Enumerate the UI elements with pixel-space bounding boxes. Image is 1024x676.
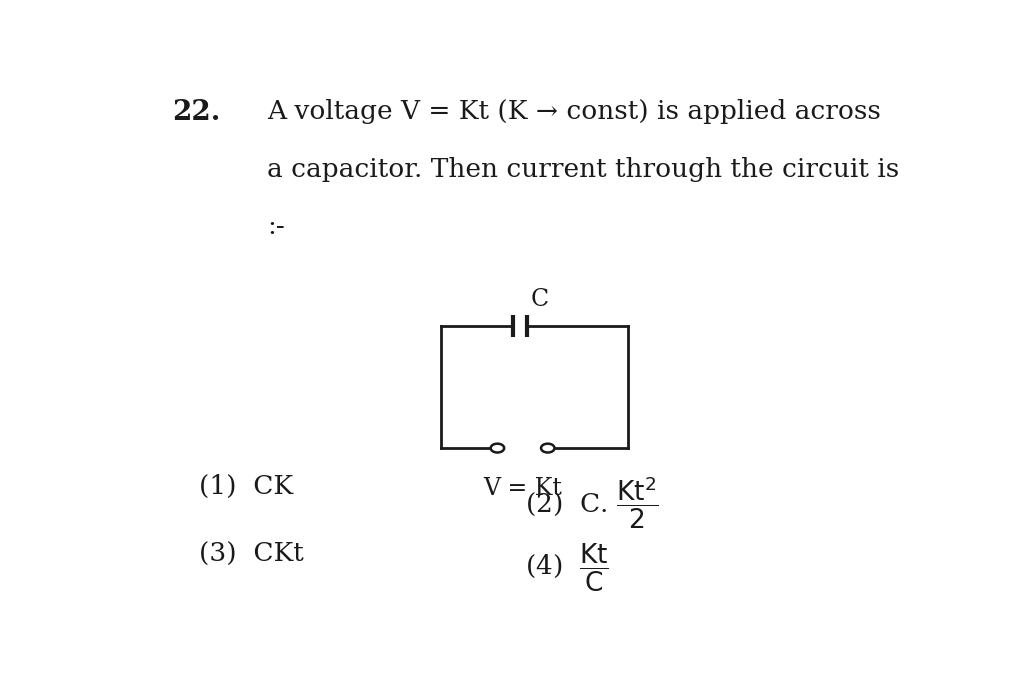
Text: (1)  CK: (1) CK [200,474,294,499]
Text: C: C [530,288,549,311]
Text: a capacitor. Then current through the circuit is: a capacitor. Then current through the ci… [267,157,899,182]
Text: (3)  CKt: (3) CKt [200,541,304,566]
Text: 22.: 22. [172,99,220,126]
Text: A voltage V = Kt (K → const) is applied across: A voltage V = Kt (K → const) is applied … [267,99,881,124]
Text: :-: :- [267,214,285,239]
Text: V = Kt: V = Kt [483,477,562,500]
Text: (4)  $\dfrac{\mathrm{Kt}}{\mathrm{C}}$: (4) $\dfrac{\mathrm{Kt}}{\mathrm{C}}$ [524,541,608,594]
Circle shape [490,443,504,452]
Circle shape [541,443,555,452]
Text: (2)  C.$\ \dfrac{\mathrm{Kt^2}}{2}$: (2) C.$\ \dfrac{\mathrm{Kt^2}}{2}$ [524,474,658,531]
